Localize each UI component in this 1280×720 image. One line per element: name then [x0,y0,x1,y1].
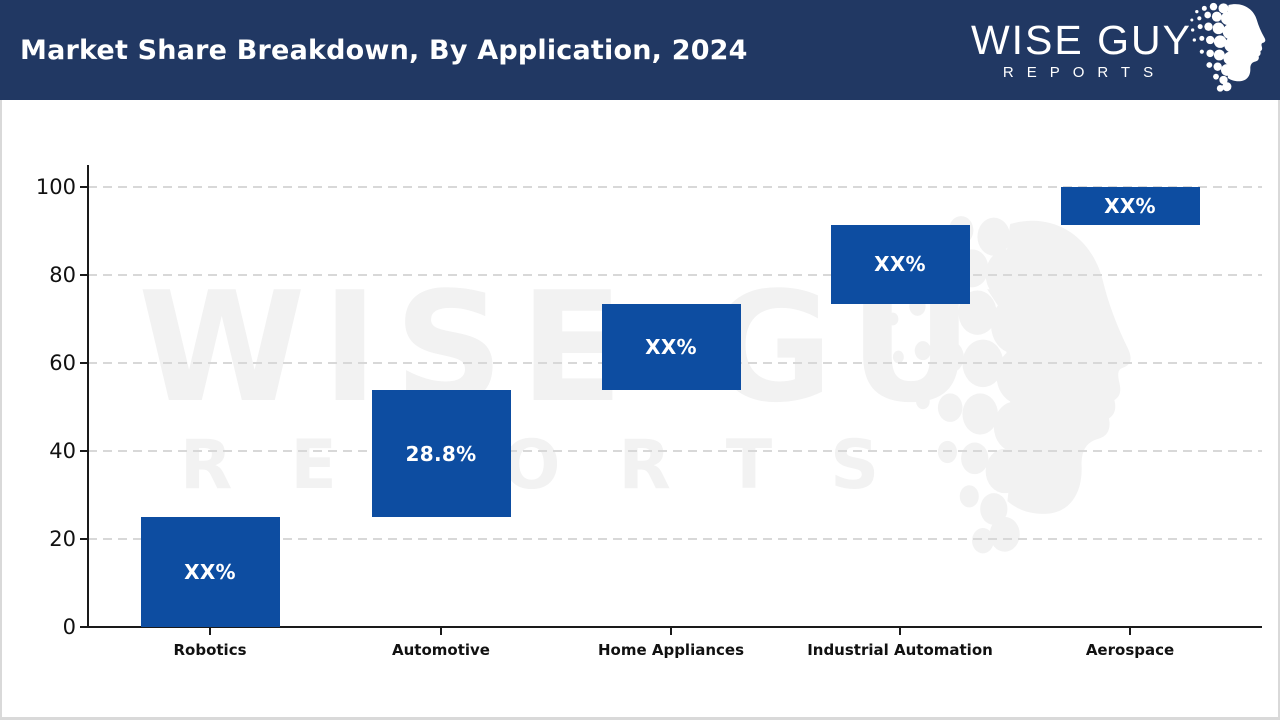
bar-value-label-industrial-automation: XX% [874,252,926,277]
x-axis-label-industrial-automation: Industrial Automation [807,641,993,659]
x-axis-label-aerospace: Aerospace [1085,641,1175,659]
y-axis-tick-80 [80,274,88,276]
x-axis-tick-aerospace [1129,627,1131,635]
gridline-40 [88,450,1262,452]
gridline-80 [88,274,1262,276]
logo-reports-text: REPORTS [1002,64,1167,81]
chart-title: Market Share Breakdown, By Application, … [20,34,748,66]
y-axis-label-0: 0 [62,615,76,639]
x-axis-tick-home-appliances [670,627,672,635]
y-axis-label-40: 40 [49,439,76,463]
page-border-bottom [0,717,1280,720]
bar-industrial-automation: XX% [830,224,970,304]
bar-value-label-robotics: XX% [184,560,236,584]
y-axis-label-20: 20 [49,527,76,551]
header: Market Share Breakdown, By Application, … [0,0,1280,100]
bar-value-label-aerospace: XX% [1104,193,1156,218]
watermark-reports-text: REPORTS [180,426,938,505]
y-axis-label-80: 80 [49,263,76,287]
bar-automotive: 28.8% [371,390,511,517]
y-axis-line [87,165,89,627]
y-axis-tick-40 [80,450,88,452]
bar-value-label-automotive: 28.8% [405,441,477,466]
y-axis-tick-60 [80,362,88,364]
logo-head-icon [1190,2,1266,92]
y-axis-tick-20 [80,538,88,540]
bar-home-appliances: XX% [601,303,741,391]
x-axis-tick-automotive [440,627,442,635]
x-axis-line [87,626,1262,628]
page-border-left [0,100,2,720]
wiseguy-logo: WISE GUY REPORTS [971,0,1274,100]
x-axis-label-automotive: Automotive [392,641,490,659]
x-axis-tick-robotics [209,627,211,635]
y-axis-label-100: 100 [35,175,76,199]
page-border-right [1278,100,1280,720]
bar-robotics: XX% [140,517,280,627]
bar-value-label-home-appliances: XX% [645,334,697,359]
y-axis-label-60: 60 [49,351,76,375]
x-axis-tick-industrial-automation [899,627,901,635]
x-axis-label-robotics: Robotics [173,641,247,659]
y-axis-tick-0 [80,626,88,628]
x-axis-label-home-appliances: Home Appliances [597,641,745,659]
gridline-100 [88,186,1262,188]
bar-aerospace: XX% [1060,187,1200,225]
y-axis-tick-100 [80,186,88,188]
logo-wordmark: WISE GUY REPORTS [970,17,1192,81]
logo-wiseguy-text: WISE GUY [970,17,1192,63]
gridline-20 [88,538,1262,540]
